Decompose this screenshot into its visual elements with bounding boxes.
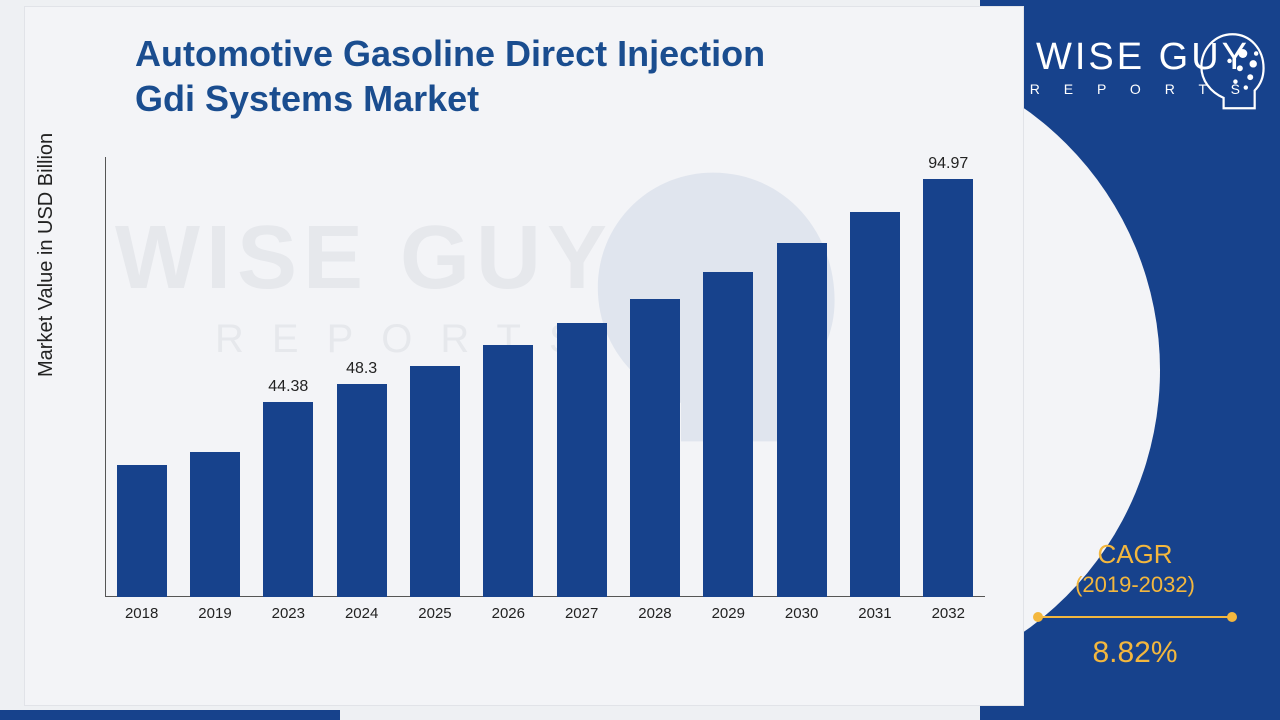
brand-head-icon: [1194, 30, 1268, 114]
bar-slot: 2025: [398, 157, 471, 597]
bar-value-label: 44.38: [268, 378, 308, 396]
bar-slot: 2030: [765, 157, 838, 597]
x-tick-label: 2032: [912, 605, 985, 622]
plot-area: 2018201944.38202348.32024202520262027202…: [105, 157, 985, 597]
x-tick-label: 2026: [472, 605, 545, 622]
x-tick-label: 2031: [838, 605, 911, 622]
bar-slot: 44.382023: [252, 157, 325, 597]
bar: [337, 384, 387, 597]
cagr-divider: [1038, 616, 1232, 618]
y-axis-label: Market Value in USD Billion: [35, 133, 58, 377]
bottom-accent-bar: [0, 710, 340, 720]
bar-slot: 2018: [105, 157, 178, 597]
bar: [630, 299, 680, 597]
bar-slot: 2027: [545, 157, 618, 597]
x-tick-label: 2019: [178, 605, 251, 622]
bar: [190, 452, 240, 597]
bar-slot: 2026: [472, 157, 545, 597]
x-tick-label: 2018: [105, 605, 178, 622]
x-tick-label: 2028: [618, 605, 691, 622]
cagr-block: CAGR (2019-2032) 8.82%: [1030, 539, 1240, 670]
x-tick-label: 2030: [765, 605, 838, 622]
stage: WISE GUY REPORTS Automotive Gasoline Dir…: [0, 0, 1280, 720]
bar: [410, 366, 460, 597]
chart-title: Automotive Gasoline Direct Injection Gdi…: [135, 31, 835, 121]
x-tick-label: 2027: [545, 605, 618, 622]
bar: [923, 179, 973, 597]
bar-slot: 2031: [838, 157, 911, 597]
bar-slot: 2019: [178, 157, 251, 597]
x-tick-label: 2025: [398, 605, 471, 622]
bar: [557, 323, 607, 597]
bar-slot: 2028: [618, 157, 691, 597]
cagr-value: 8.82%: [1030, 636, 1240, 670]
bar: [777, 243, 827, 597]
bar: [263, 402, 313, 597]
x-tick-label: 2023: [252, 605, 325, 622]
bar-value-label: 94.97: [928, 155, 968, 173]
bar: [117, 465, 167, 597]
cagr-title: CAGR: [1030, 539, 1240, 570]
x-tick-label: 2029: [692, 605, 765, 622]
bar-slot: 48.32024: [325, 157, 398, 597]
bar: [703, 272, 753, 597]
bar-slot: 2029: [692, 157, 765, 597]
x-tick-label: 2024: [325, 605, 398, 622]
bar-slot: 94.972032: [912, 157, 985, 597]
bars-container: 2018201944.38202348.32024202520262027202…: [105, 157, 985, 597]
cagr-years: (2019-2032): [1030, 572, 1240, 598]
chart-panel: WISE GUY REPORTS Automotive Gasoline Dir…: [24, 6, 1024, 706]
bar: [850, 212, 900, 597]
bar: [483, 345, 533, 597]
bar-value-label: 48.3: [346, 360, 377, 378]
